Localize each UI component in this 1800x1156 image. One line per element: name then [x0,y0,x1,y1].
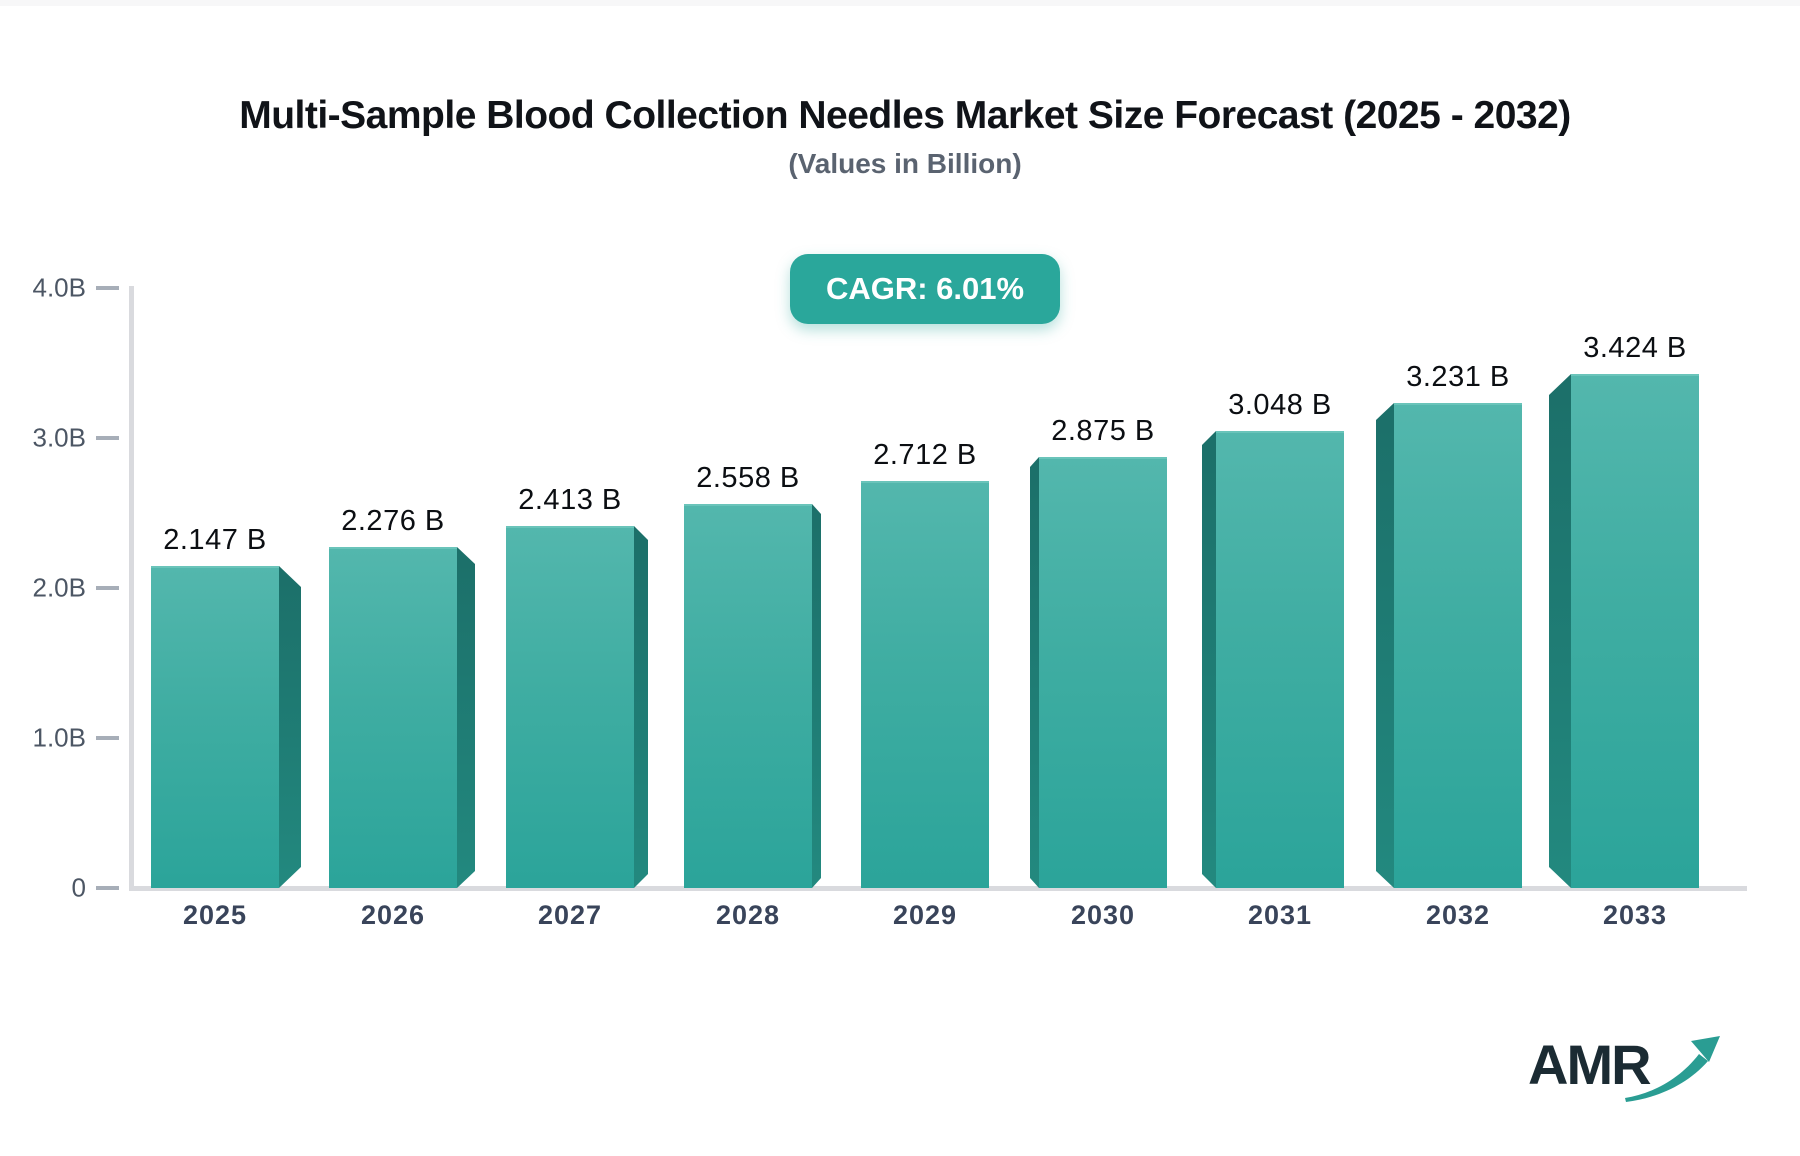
cagr-badge: CAGR: 6.01% [790,254,1060,324]
bar-value-label-2031: 3.048 B [1228,389,1332,421]
bar-2029 [861,481,989,888]
bar-value-label-2025: 2.147 B [163,524,267,556]
x-tick-label-2027: 2027 [537,900,603,930]
bar-face [151,566,279,888]
x-tick-label-2026: 2026 [360,900,426,930]
y-tick-mark [96,286,119,290]
page-top-border [0,0,1800,6]
y-tick-mark [96,886,119,890]
bar-value-label-2027: 2.413 B [518,484,622,516]
y-axis-line [129,286,134,891]
y-tick-label-4.0B: 4.0B [32,272,87,303]
x-tick-label-2033: 2033 [1602,900,1668,930]
chart-subtitle: (Values in Billion) [788,148,1022,179]
bar-2031 [1216,431,1344,888]
growth-arrow-icon [1625,1036,1720,1102]
bar-face [1216,431,1344,888]
bar-2028 [684,504,812,888]
bar-3d-side [1030,457,1039,888]
x-tick-label-2031: 2031 [1247,900,1313,930]
x-tick-label-2028: 2028 [715,900,781,930]
x-tick-label-2025: 2025 [182,900,248,930]
bar-face [329,547,457,888]
y-tick-label-0: 0 [71,872,86,903]
y-tick-label-1.0B: 1.0B [32,722,87,753]
bar-face [1394,403,1522,888]
amr-logo: AMR [1528,1022,1720,1112]
y-tick-label-3.0B: 3.0B [32,422,87,453]
chart-title: Multi-Sample Blood Collection Needles Ma… [239,94,1571,137]
y-tick-mark [96,586,119,590]
x-tick-label-2029: 2029 [892,900,958,930]
bar-3d-side [634,526,648,888]
y-tick-mark [96,736,119,740]
bar-2025 [151,566,279,888]
bar-3d-side [812,504,821,888]
x-tick-label-2032: 2032 [1425,900,1491,930]
bar-value-label-2030: 2.875 B [1051,415,1155,447]
y-tick-label-2.0B: 2.0B [32,572,87,603]
bar-3d-side [1549,374,1571,888]
x-axis-line [129,886,1747,891]
bar-value-label-2028: 2.558 B [696,462,800,494]
y-tick-mark [96,436,119,440]
bar-2033 [1571,374,1699,888]
bar-value-label-2032: 3.231 B [1406,361,1510,393]
bar-2027 [506,526,634,888]
bar-face [684,504,812,888]
bar-value-label-2029: 2.712 B [873,439,977,471]
bar-face [1571,374,1699,888]
bar-3d-side [1376,403,1394,888]
bar-face [1039,457,1167,888]
amr-logo-text: AMR [1528,1033,1652,1096]
bar-2030 [1039,457,1167,888]
bar-value-label-2026: 2.276 B [341,505,445,537]
bar-value-label-2033: 3.424 B [1583,332,1687,364]
bar-3d-side [279,566,301,888]
bar-3d-side [457,547,475,888]
bar-2026 [329,547,457,888]
bar-2032 [1394,403,1522,888]
bar-face [506,526,634,888]
x-tick-label-2030: 2030 [1070,900,1136,930]
bar-3d-side [1202,431,1216,888]
bar-face [861,481,989,888]
